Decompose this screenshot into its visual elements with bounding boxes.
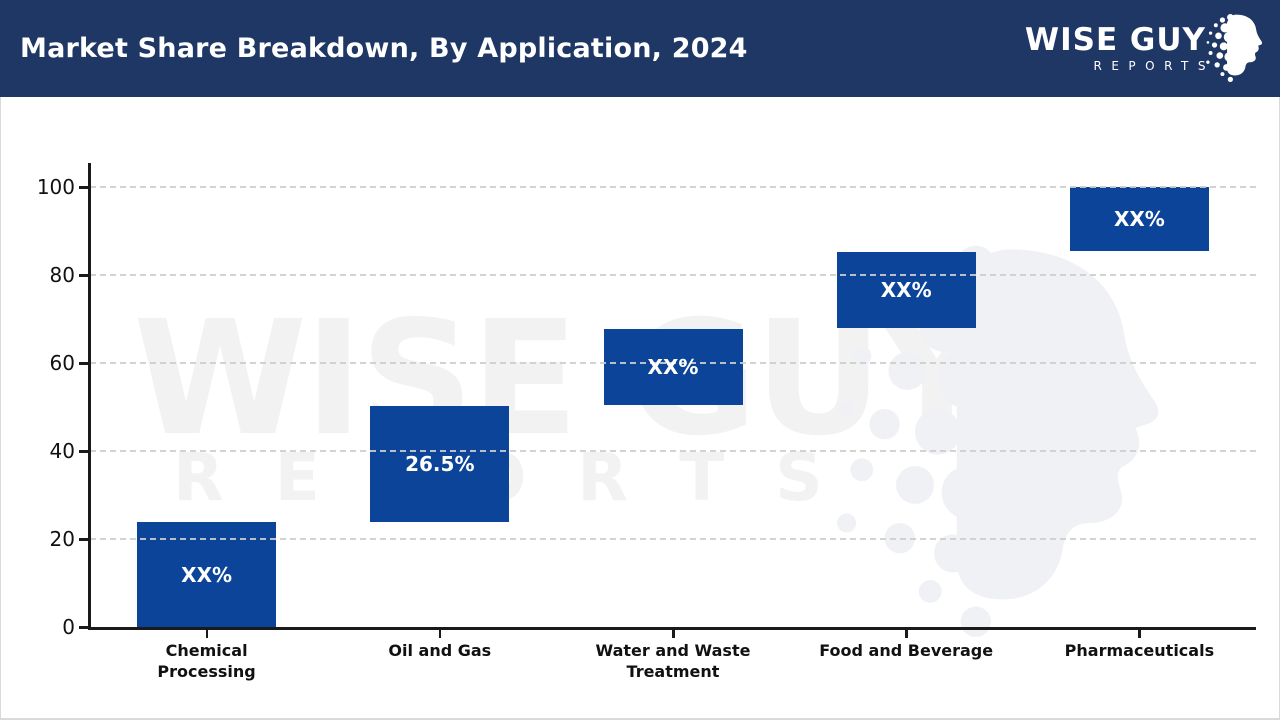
x-tick-label-4: Food and Beverage (819, 641, 994, 660)
bar-4 (836, 251, 976, 328)
bar-value-label-1: XX% (181, 562, 233, 587)
y-axis-line (88, 163, 91, 630)
y-tick-20 (79, 538, 88, 541)
x-tick-label-1: Chemical Processing (157, 641, 256, 681)
x-tick-2 (438, 630, 442, 638)
bar-3 (603, 328, 743, 405)
logo-wordmark: WISE GUY (1024, 21, 1206, 58)
logo-head-icon (1206, 13, 1263, 82)
y-tick-60 (79, 362, 88, 365)
gridline-y20 (90, 538, 1256, 540)
header-bar: Market Share Breakdown, By Application, … (0, 0, 1280, 97)
logo-text: WISE GUY REPORTS (1024, 21, 1206, 73)
y-tick-label-20: 20 (49, 527, 75, 551)
bar-5 (1069, 187, 1209, 251)
x-tick-label-3: Water and Waste Treatment (595, 641, 751, 681)
gridline-y100 (90, 186, 1256, 188)
logo-subtext: REPORTS (1093, 58, 1215, 73)
page-title: Market Share Breakdown, By Application, … (20, 33, 748, 64)
y-tick-label-40: 40 (49, 439, 75, 463)
x-axis-line (88, 627, 1256, 630)
x-tick-label-5: Pharmaceuticals (1064, 641, 1215, 660)
bar-value-label-3: XX% (647, 354, 699, 379)
y-tick-100 (79, 186, 88, 189)
y-tick-label-100: 100 (36, 175, 75, 199)
y-tick-label-0: 0 (62, 615, 75, 639)
x-tick-1 (205, 630, 209, 638)
y-tick-80 (79, 274, 88, 277)
gridline-y40 (90, 450, 1256, 452)
wise-guy-logo: WISE GUY REPORTS (1025, 8, 1266, 90)
x-tick-5 (1138, 630, 1141, 638)
bar-value-label-4: XX% (880, 277, 932, 302)
x-tick-3 (672, 630, 675, 638)
gridline-y80 (90, 274, 1256, 276)
bar-2 (370, 405, 510, 523)
bar-value-label-2: 26.5% (405, 451, 475, 476)
y-tick-label-80: 80 (49, 263, 75, 287)
y-tick-0 (79, 626, 88, 629)
gridline-y60 (90, 362, 1256, 364)
x-tick-label-2: Oil and Gas (388, 641, 492, 660)
y-tick-40 (79, 450, 88, 453)
y-tick-label-60: 60 (49, 351, 75, 375)
bar-value-label-5: XX% (1113, 206, 1165, 231)
x-tick-4 (905, 630, 908, 638)
